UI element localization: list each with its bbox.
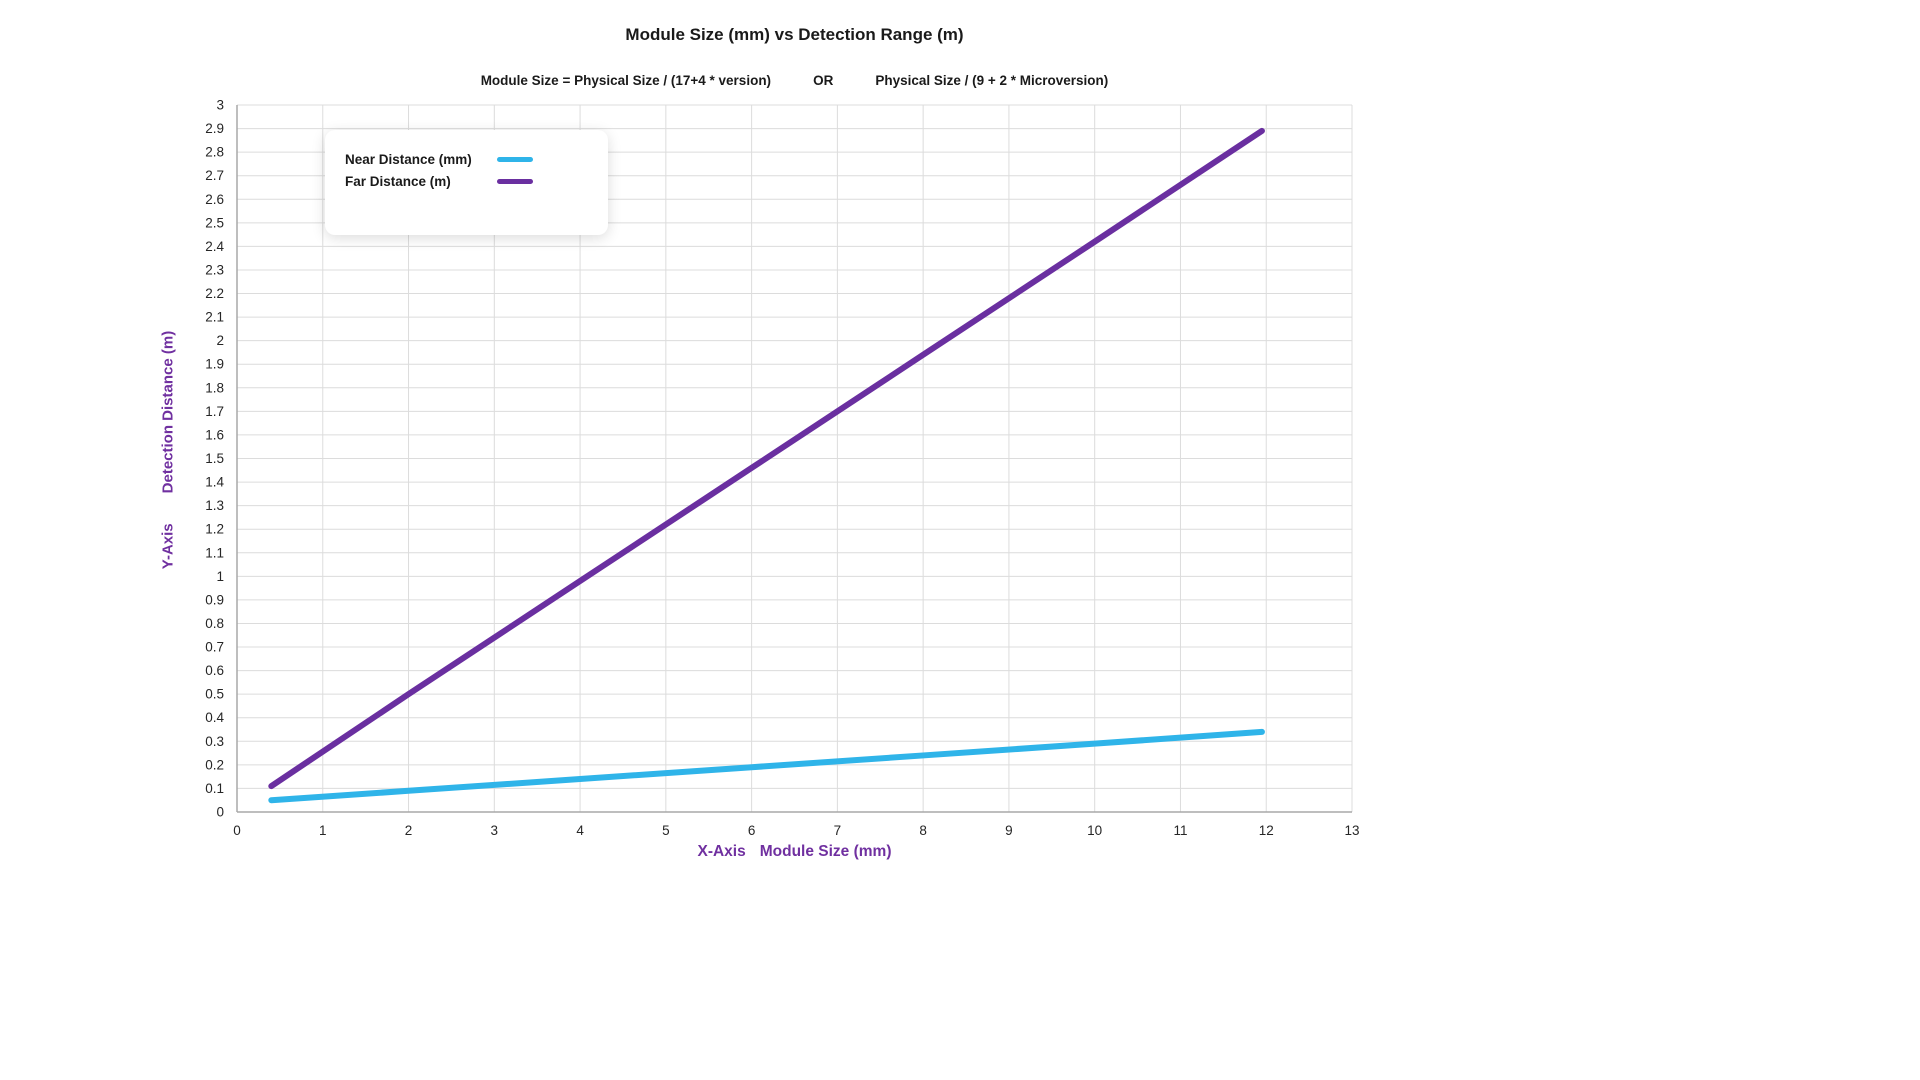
x-tick-label: 3 <box>491 823 499 838</box>
y-tick-label: 1.8 <box>205 380 224 395</box>
chart-subtitle: Module Size = Physical Size / (17+4 * ve… <box>481 73 1109 88</box>
y-tick-label: 2.8 <box>205 145 224 160</box>
y-tick-label: 2.6 <box>205 192 224 207</box>
y-tick-label: 3 <box>216 98 224 113</box>
subtitle-formula-left: Module Size = Physical Size / (17+4 * ve… <box>480 73 772 88</box>
chart-title: Module Size (mm) vs Detection Range (m) <box>625 25 964 44</box>
series-line-far-distance-m <box>268 127 1265 790</box>
y-tick-label: 0.8 <box>205 616 224 631</box>
y-tick-label: 0 <box>216 805 224 820</box>
legend-item-near-distance[interactable]: Near Distance (mm) <box>345 152 584 167</box>
y-tick-label: 1.3 <box>205 498 224 513</box>
y-tick-label: 0.5 <box>205 687 224 702</box>
legend-label: Near Distance (mm) <box>345 152 472 167</box>
y-tick-label: 2 <box>216 333 224 348</box>
y-tick-label: 0.3 <box>205 734 224 749</box>
legend: Near Distance (mm) Far Distance (m) <box>325 130 608 235</box>
y-tick-label: 0.7 <box>205 640 224 655</box>
x-axis-label: Module Size (mm) <box>759 843 892 860</box>
subtitle-or: OR <box>813 73 834 88</box>
x-tick-label: 12 <box>1259 823 1274 838</box>
x-tick-label: 0 <box>233 823 241 838</box>
x-axis-title: X-Axis Module Size (mm) <box>237 843 1352 861</box>
x-tick-label: 6 <box>748 823 756 838</box>
legend-swatch-near <box>497 157 533 162</box>
y-tick-label: 0.2 <box>205 757 224 772</box>
y-tick-label: 2.5 <box>205 215 224 230</box>
y-tick-label: 2.1 <box>205 310 224 325</box>
y-tick-label: 2.2 <box>205 286 224 301</box>
y-tick-label: 1.7 <box>205 404 224 419</box>
y-tick-label: 0.1 <box>205 781 224 796</box>
y-tick-label: 1.4 <box>205 475 224 490</box>
x-tick-label: 9 <box>1005 823 1013 838</box>
y-tick-label: 2.9 <box>205 121 224 136</box>
y-tick-label: 1.2 <box>205 522 224 537</box>
y-tick-label: 1 <box>216 569 224 584</box>
y-tick-label: 1.9 <box>205 357 224 372</box>
y-tick-label: 2.3 <box>205 262 224 277</box>
y-tick-label: 0.9 <box>205 592 224 607</box>
subtitle-formula-right: Physical Size / (9 + 2 * Microversion) <box>875 73 1109 88</box>
x-tick-label: 5 <box>662 823 670 838</box>
x-tick-label: 13 <box>1344 823 1359 838</box>
y-tick-label: 1.5 <box>205 451 224 466</box>
y-tick-label: 0.4 <box>205 710 224 725</box>
legend-label: Far Distance (m) <box>345 174 451 189</box>
chart-header: Module Size (mm) vs Detection Range (m) … <box>237 0 1352 88</box>
x-axis-prefix: X-Axis <box>697 843 746 860</box>
x-tick-label: 2 <box>405 823 413 838</box>
x-tick-label: 8 <box>919 823 927 838</box>
legend-item-far-distance[interactable]: Far Distance (m) <box>345 174 584 189</box>
y-tick-label: 2.7 <box>205 168 224 183</box>
x-tick-label: 1 <box>319 823 327 838</box>
series-line-near-distance-mm <box>268 728 1265 804</box>
y-tick-label: 0.6 <box>205 663 224 678</box>
x-tick-label: 11 <box>1173 823 1187 838</box>
y-tick-label: 1.1 <box>205 545 224 560</box>
legend-swatch-far <box>497 179 533 184</box>
y-tick-label: 1.6 <box>205 427 224 442</box>
y-tick-label: 2.4 <box>205 239 224 254</box>
x-tick-label: 4 <box>576 823 584 838</box>
x-tick-label: 10 <box>1087 823 1102 838</box>
x-tick-label: 7 <box>834 823 842 838</box>
